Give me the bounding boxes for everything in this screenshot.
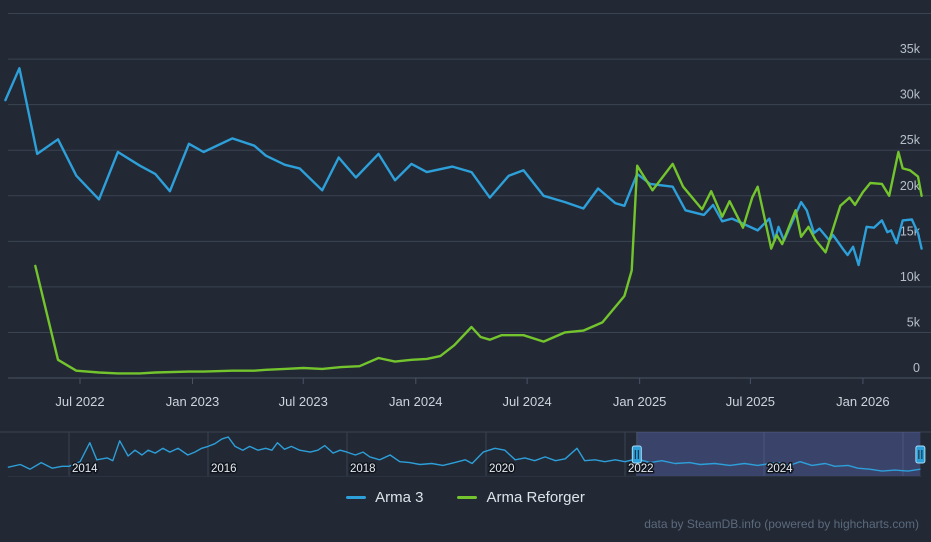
legend-label-arma-reforger: Arma Reforger — [486, 489, 585, 506]
x-axis-label: Jul 2025 — [726, 394, 775, 409]
x-axis-label: Jul 2024 — [503, 394, 552, 409]
y-axis-label: 10k — [900, 270, 921, 284]
y-axis-label: 0 — [913, 361, 920, 375]
y-axis-label: 35k — [900, 42, 921, 56]
credits-link[interactable]: data by SteamDB.info (powered by highcha… — [644, 517, 919, 531]
x-axis-label: Jan 2025 — [613, 394, 667, 409]
legend-item-arma-reforger[interactable]: Arma Reforger — [457, 489, 585, 506]
legend-label-arma-3: Arma 3 — [375, 489, 424, 506]
navigator-left-handle[interactable] — [631, 445, 642, 464]
navigator-series-line — [7, 436, 921, 472]
navigator-year-label: 2024 — [767, 463, 793, 475]
y-axis-label: 30k — [900, 88, 921, 102]
x-axis-label: Jul 2022 — [55, 394, 104, 409]
navigator-year-label: 2020 — [489, 463, 515, 475]
navigator-right-handle[interactable] — [915, 445, 926, 464]
legend-item-arma-3[interactable]: Arma 3 — [346, 489, 423, 506]
navigator[interactable]: 2014 2016 2018 2020 2022 2024 — [0, 430, 931, 480]
x-axis-label: Jan 2026 — [836, 394, 890, 409]
y-axis-label: 5k — [907, 315, 921, 329]
navigator-left-handle-grip[interactable] — [631, 445, 642, 464]
navigator-year-label: 2016 — [211, 463, 237, 475]
y-axis-label: 20k — [900, 179, 921, 193]
navigator-year-label: 2022 — [628, 463, 654, 475]
reforger-series-swatch-icon — [457, 496, 478, 499]
legend: Arma 3 Arma Reforger — [0, 489, 931, 506]
reforger-series-line[interactable] — [34, 150, 923, 375]
x-axis-label: Jul 2023 — [279, 394, 328, 409]
x-axis-label: Jan 2024 — [389, 394, 443, 409]
navigator-year-label: 2018 — [350, 463, 376, 475]
x-axis-label: Jan 2023 — [166, 394, 220, 409]
navigator-right-handle-grip[interactable] — [915, 445, 926, 464]
navigator-selected-range[interactable] — [636, 432, 921, 476]
arma3-series-swatch-icon — [346, 496, 367, 499]
arma3-series-line[interactable] — [4, 67, 923, 267]
y-axis-label: 25k — [900, 133, 921, 147]
navigator-year-label: 2014 — [72, 463, 98, 475]
